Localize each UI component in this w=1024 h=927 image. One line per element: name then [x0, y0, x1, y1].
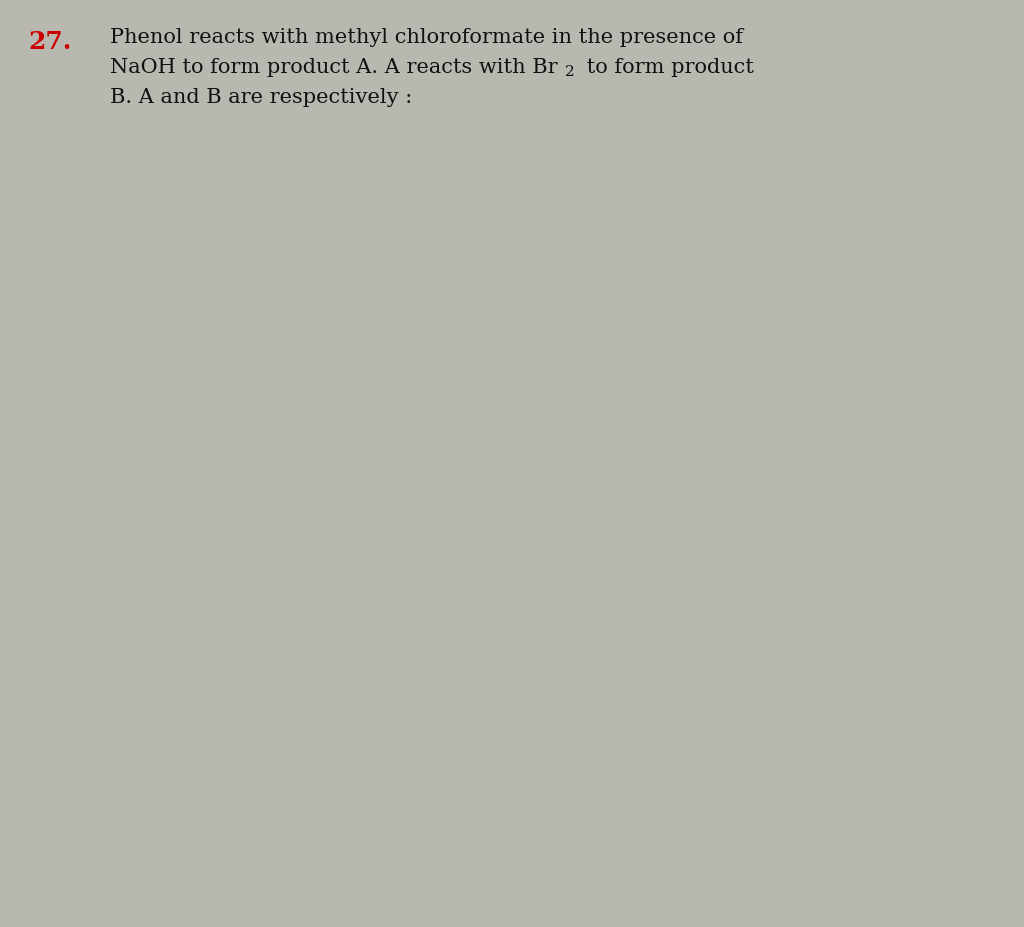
- Text: to form product: to form product: [580, 58, 754, 77]
- Text: B. A and B are respectively :: B. A and B are respectively :: [110, 88, 413, 107]
- Text: NaOH to form product A. A reacts with Br: NaOH to form product A. A reacts with Br: [110, 58, 558, 77]
- Text: 2: 2: [565, 65, 574, 79]
- Text: 27.: 27.: [28, 30, 72, 54]
- Text: Phenol reacts with methyl chloroformate in the presence of: Phenol reacts with methyl chloroformate …: [110, 28, 743, 47]
